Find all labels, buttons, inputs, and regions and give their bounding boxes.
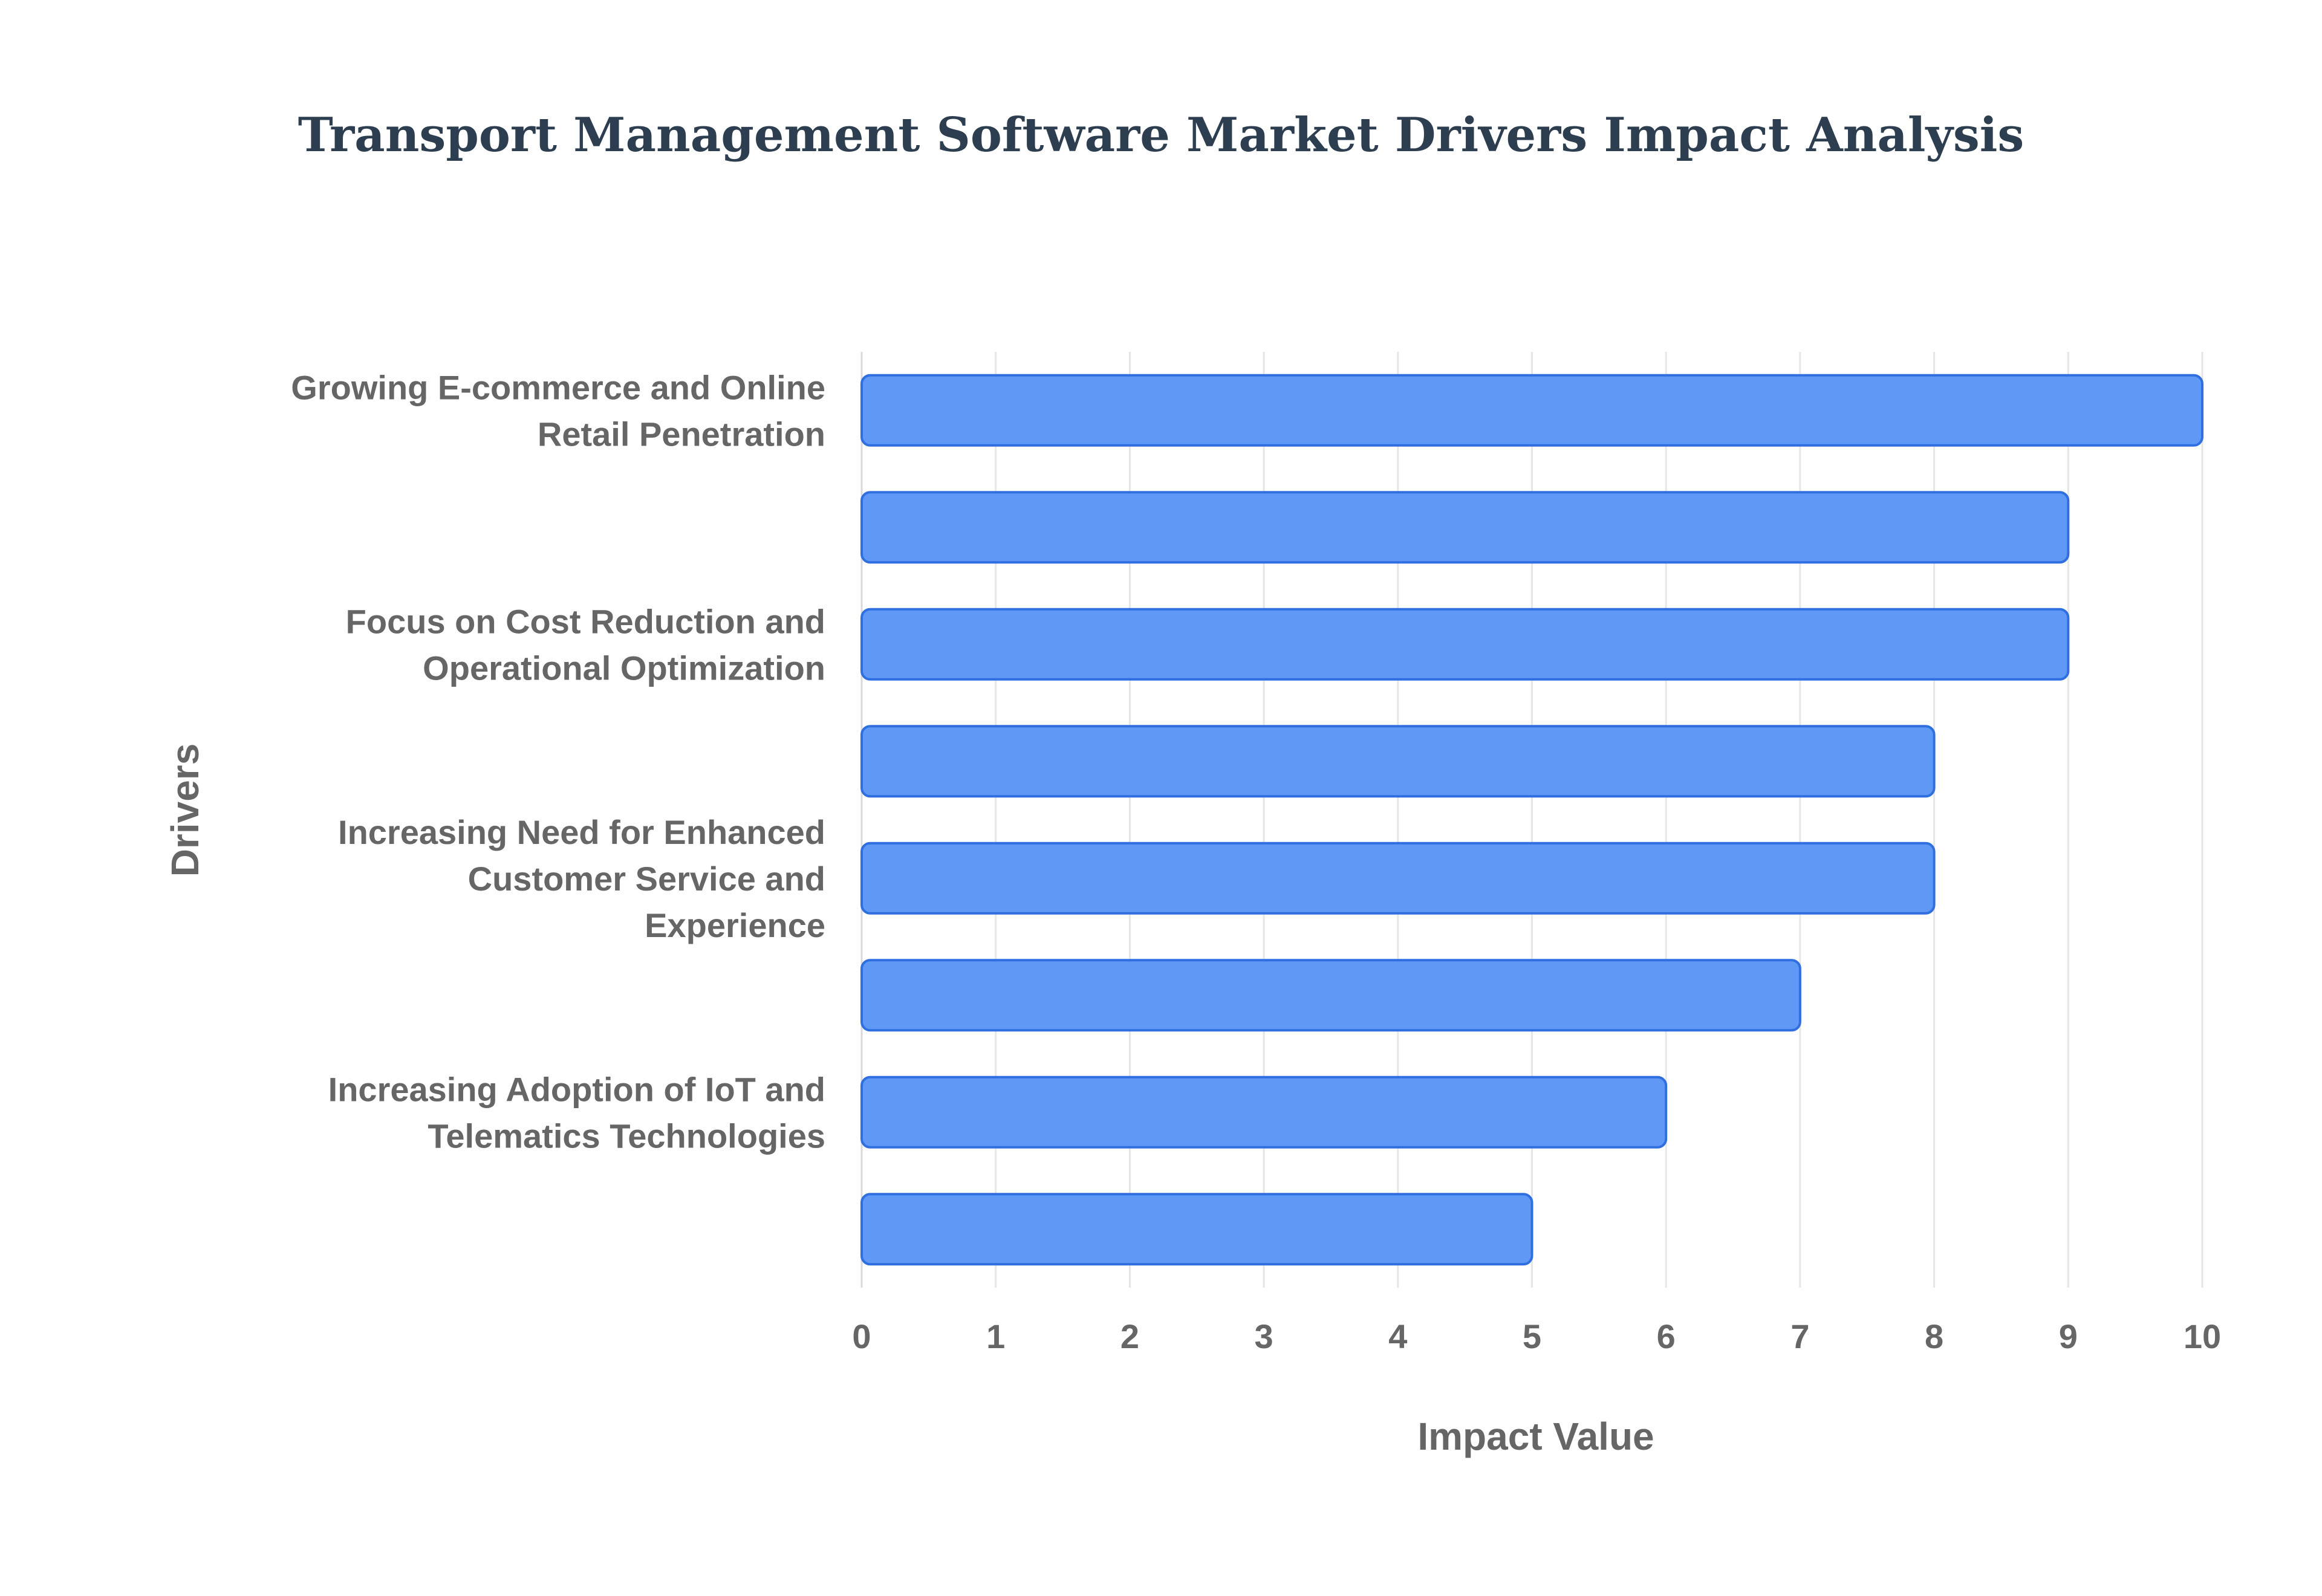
- x-axis-title: Impact Value: [1417, 1415, 1654, 1458]
- bar: [860, 491, 2070, 564]
- y-category-label-line: Experience: [645, 906, 825, 944]
- y-category-label-line: Increasing Adoption of IoT and: [328, 1070, 825, 1108]
- x-tick-label: 0: [852, 1317, 871, 1355]
- bar: [860, 608, 2070, 681]
- x-tick-label: 5: [1523, 1317, 1541, 1355]
- category-labels: Growing E-commerce and Online Retail Pene…: [291, 368, 825, 1155]
- bar: [860, 1075, 1668, 1149]
- y-category-label-line: Increasing Need for Enhanced: [338, 813, 825, 851]
- x-tick-label: 3: [1255, 1317, 1273, 1355]
- y-category-label-line: Telematics Technologies: [428, 1117, 825, 1155]
- x-tick-label: 6: [1657, 1317, 1676, 1355]
- x-tick-label: 1: [986, 1317, 1005, 1355]
- y-category-label-line: Customer Service and: [468, 860, 825, 898]
- y-category-label: Increasing Adoption of IoT and Telematics…: [328, 1070, 825, 1155]
- y-category-label: Focus on Cost Reduction and Operational O…: [346, 602, 825, 687]
- x-tick-label: 4: [1388, 1317, 1407, 1355]
- y-axis-title: Drivers: [163, 744, 207, 877]
- y-category-label: Increasing Need for Enhanced Customer Ser…: [338, 813, 825, 944]
- bar: [860, 1193, 1533, 1266]
- x-tick-label: 10: [2184, 1317, 2221, 1355]
- x-axis-ticks: 0 1 2 3 4 5 6 7 8 9 10: [852, 1317, 2221, 1355]
- x-tick-label: 8: [1925, 1317, 1943, 1355]
- y-category-label-line: Operational Optimization: [423, 649, 825, 687]
- y-category-label-line: Retail Penetration: [538, 415, 825, 453]
- bar: [860, 374, 2203, 447]
- bar: [860, 842, 1936, 915]
- chart-title: Transport Management Software Market Dri…: [298, 108, 2024, 163]
- x-tick-label: 7: [1790, 1317, 1809, 1355]
- y-category-label: Growing E-commerce and Online Retail Pene…: [291, 368, 825, 453]
- y-category-label-line: Focus on Cost Reduction and: [346, 602, 825, 640]
- x-tick-label: 2: [1120, 1317, 1139, 1355]
- y-category-label-line: Growing E-commerce and Online: [291, 368, 825, 406]
- bar: [860, 725, 1936, 798]
- x-tick-label: 9: [2059, 1317, 2078, 1355]
- bar: [860, 959, 1801, 1032]
- bars: [860, 374, 2203, 1266]
